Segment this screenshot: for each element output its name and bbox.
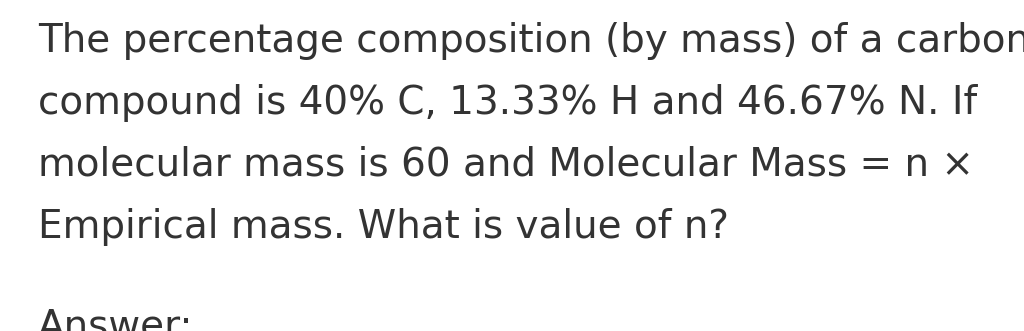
Text: The percentage composition (by mass) of a carbon: The percentage composition (by mass) of …	[38, 22, 1024, 60]
Text: molecular mass is 60 and Molecular Mass = n ×: molecular mass is 60 and Molecular Mass …	[38, 146, 974, 184]
Text: Empirical mass. What is value of n?: Empirical mass. What is value of n?	[38, 208, 729, 246]
Text: compound is 40% C, 13.33% H and 46.67% N. If: compound is 40% C, 13.33% H and 46.67% N…	[38, 84, 977, 122]
Text: Answer:: Answer:	[38, 308, 194, 331]
